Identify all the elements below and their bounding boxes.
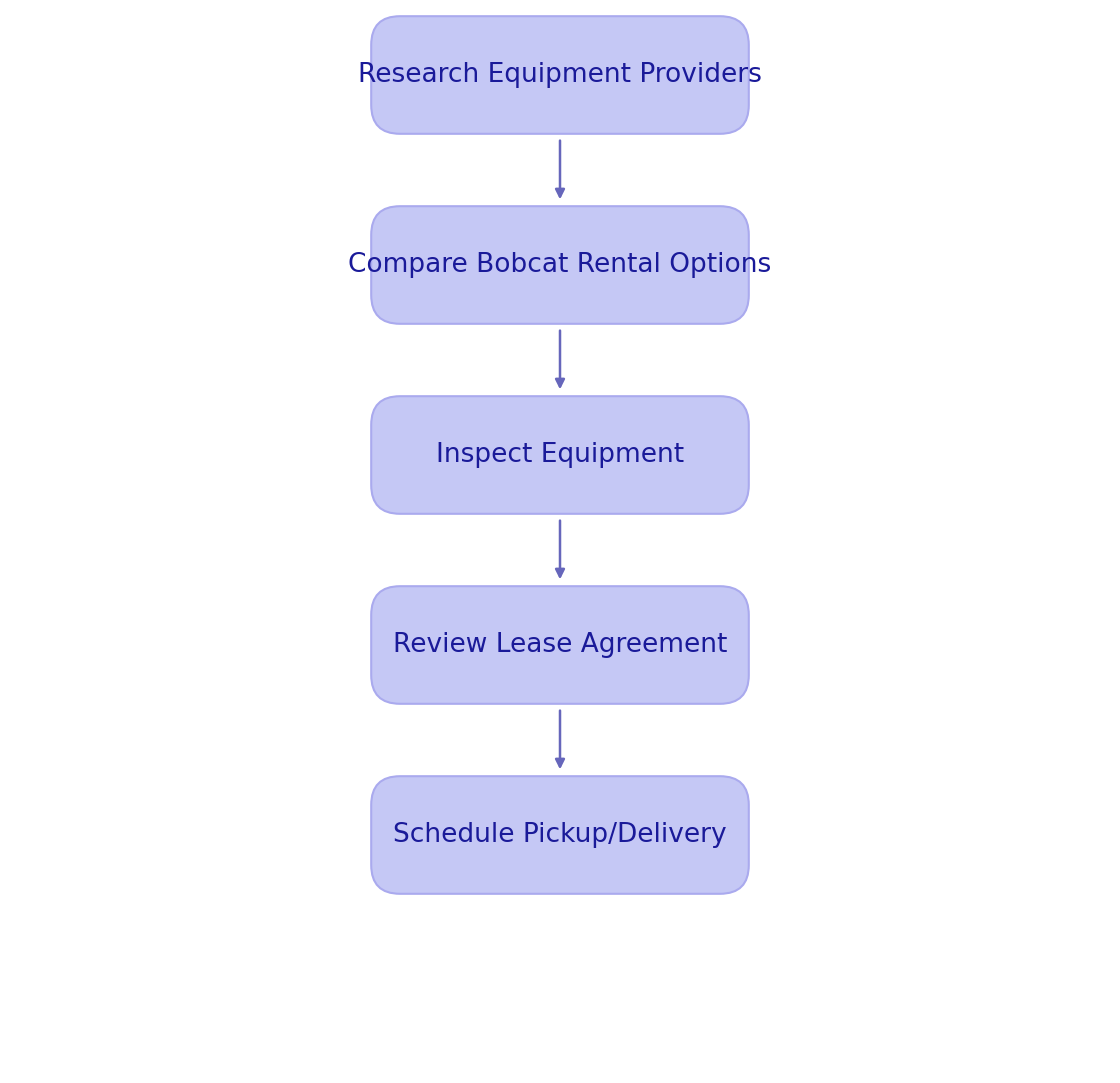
Text: Research Equipment Providers: Research Equipment Providers (358, 62, 762, 88)
Text: Review Lease Agreement: Review Lease Agreement (393, 632, 727, 658)
FancyBboxPatch shape (371, 16, 749, 134)
FancyBboxPatch shape (371, 396, 749, 513)
FancyBboxPatch shape (371, 586, 749, 704)
FancyBboxPatch shape (371, 206, 749, 324)
FancyBboxPatch shape (371, 777, 749, 893)
Text: Compare Bobcat Rental Options: Compare Bobcat Rental Options (348, 252, 772, 278)
Text: Inspect Equipment: Inspect Equipment (436, 442, 684, 468)
Text: Schedule Pickup/Delivery: Schedule Pickup/Delivery (393, 822, 727, 848)
